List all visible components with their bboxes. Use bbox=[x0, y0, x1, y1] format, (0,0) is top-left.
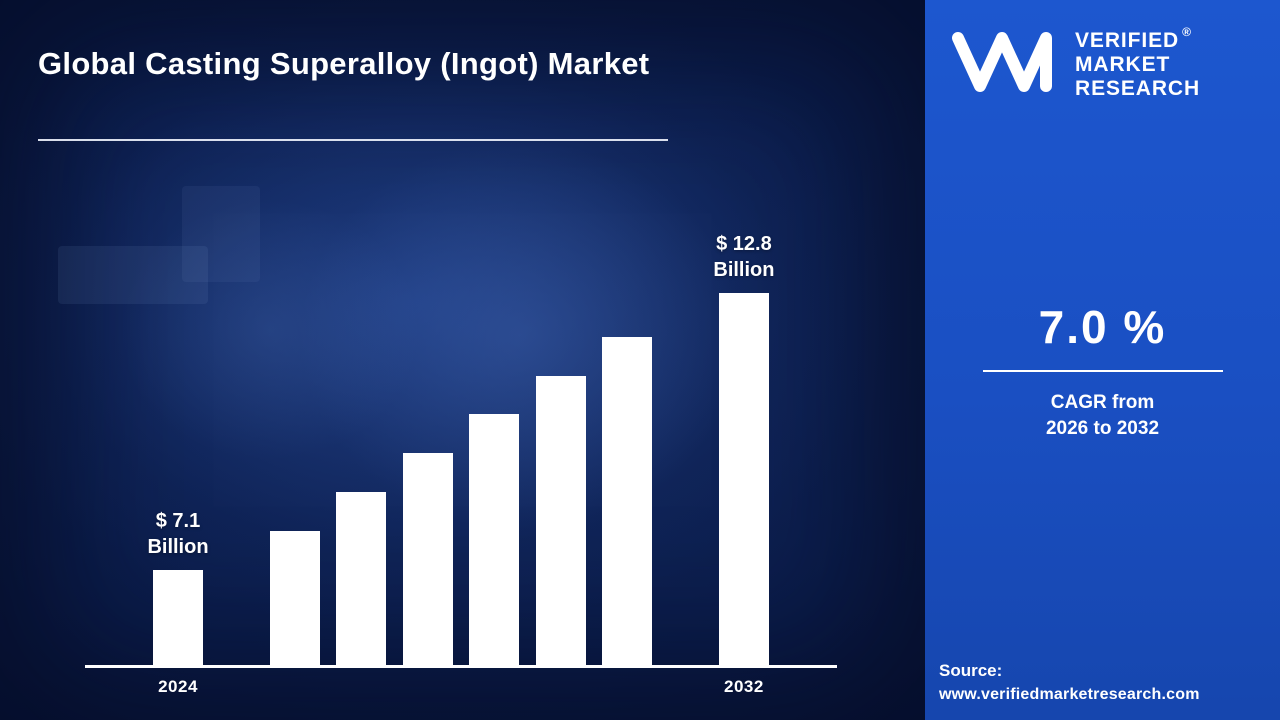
registered-mark: ® bbox=[1182, 25, 1192, 39]
vmr-logo: VERIFIED ® MARKET RESEARCH bbox=[945, 25, 1268, 101]
bar-chart: $ 7.1 Billion 2024 $ 12.8 Billion 2032 bbox=[85, 231, 837, 696]
bar-column bbox=[535, 376, 586, 665]
background-art-glow bbox=[120, 200, 420, 460]
stats-panel: VERIFIED ® MARKET RESEARCH 7.0 % CAGR fro… bbox=[925, 0, 1280, 720]
bar-column bbox=[269, 531, 320, 665]
bar-column: $ 7.1 Billion 2024 bbox=[103, 508, 253, 696]
source-url: www.verifiedmarketresearch.com bbox=[939, 686, 1200, 703]
cagr-caption-line-2: 2026 to 2032 bbox=[1045, 418, 1160, 440]
chart-section: Global Casting Superalloy (Ingot) Market… bbox=[0, 0, 925, 720]
bar-column bbox=[402, 453, 453, 665]
vmr-monogram-icon bbox=[952, 32, 1052, 92]
bar bbox=[336, 492, 387, 665]
bar-column bbox=[336, 492, 387, 665]
x-axis-label: 2024 bbox=[158, 677, 198, 696]
background-art-glow bbox=[300, 140, 740, 530]
logo-line-3: RESEARCH bbox=[1075, 76, 1201, 100]
cagr-value: 7.0 % bbox=[1038, 301, 1167, 353]
cagr-block: 7.0 % CAGR from 2026 to 2032 bbox=[925, 300, 1280, 442]
bar bbox=[269, 531, 320, 665]
source-block: Source: www.verifiedmarketresearch.com bbox=[939, 661, 1200, 704]
background-art-shape bbox=[58, 246, 208, 304]
logo-line-1: VERIFIED ® bbox=[1075, 25, 1192, 52]
bar-value-label: $ 7.1 Billion bbox=[147, 510, 209, 558]
bar bbox=[602, 337, 653, 665]
cagr-underline bbox=[982, 370, 1223, 372]
source-label: Source: bbox=[939, 661, 1003, 680]
cagr-caption-line-1: CAGR from bbox=[1050, 392, 1155, 413]
bar bbox=[153, 570, 203, 665]
bar-value-label: $ 12.8 Billion bbox=[713, 233, 775, 281]
x-axis-label: 2032 bbox=[724, 677, 764, 696]
background-art-shape bbox=[182, 186, 260, 282]
vmr-logo-text: VERIFIED ® MARKET RESEARCH bbox=[1075, 25, 1201, 101]
cagr-caption: CAGR from 2026 to 2032 bbox=[925, 390, 1280, 442]
bar bbox=[469, 414, 520, 665]
title-underline bbox=[38, 139, 668, 141]
bar bbox=[535, 376, 586, 665]
bar bbox=[718, 293, 769, 665]
bar-column: $ 12.8 Billion 2032 bbox=[669, 231, 819, 696]
bar-column bbox=[469, 414, 520, 665]
logo-line-2: MARKET bbox=[1075, 52, 1171, 76]
bar bbox=[402, 453, 453, 665]
bar-column bbox=[602, 337, 653, 665]
bars-row: $ 7.1 Billion 2024 $ 12.8 Billion 2032 bbox=[85, 231, 837, 696]
page-title: Global Casting Superalloy (Ingot) Market bbox=[38, 46, 650, 81]
